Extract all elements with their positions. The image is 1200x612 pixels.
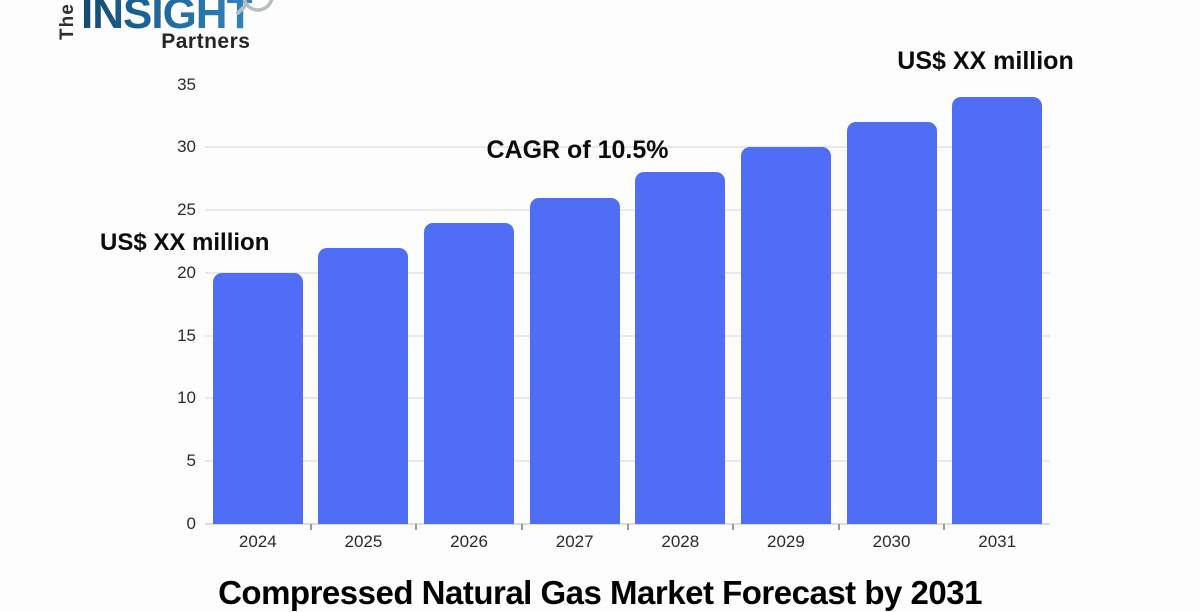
y-tick-label-5: 5 bbox=[186, 451, 196, 471]
logo-main: INSIGHT Partners bbox=[81, 0, 274, 54]
magnifier-icon bbox=[236, 0, 274, 15]
bar-2028 bbox=[635, 172, 726, 524]
y-tick-label-35: 35 bbox=[177, 74, 196, 94]
bar-2025 bbox=[318, 247, 409, 524]
y-tick-label-30: 30 bbox=[177, 137, 196, 157]
chart-title: Compressed Natural Gas Market Forecast b… bbox=[218, 574, 982, 611]
x-tick-label-2031: 2031 bbox=[978, 532, 1017, 551]
logo-word-partners: Partners bbox=[161, 30, 251, 53]
y-tick-label-25: 25 bbox=[177, 200, 196, 220]
x-tick-label-2030: 2030 bbox=[872, 532, 911, 551]
insight-partners-logo: The INSIGHT Partners bbox=[57, 0, 274, 54]
x-tick-label-2026: 2026 bbox=[450, 532, 488, 551]
y-tick-label-10: 10 bbox=[177, 388, 196, 408]
y-tick-label-0: 0 bbox=[186, 514, 196, 533]
bar-2024 bbox=[212, 272, 303, 524]
bar-2026 bbox=[424, 222, 515, 524]
bar-2029 bbox=[740, 147, 831, 524]
annotation-end-value: US$ XX million bbox=[897, 47, 1074, 75]
x-axis-tick bbox=[626, 524, 629, 530]
bar-2030 bbox=[846, 122, 937, 524]
x-tick-label-2027: 2027 bbox=[555, 532, 594, 551]
gridline-10 bbox=[205, 397, 1050, 400]
y-tick-label-20: 20 bbox=[177, 262, 196, 282]
bar-2027 bbox=[529, 197, 620, 524]
gridline-30 bbox=[205, 146, 1050, 149]
x-tick-label-2028: 2028 bbox=[661, 532, 700, 551]
x-axis-tick bbox=[415, 524, 418, 530]
gridline-15 bbox=[205, 334, 1050, 337]
logo-word-insight: INSIGHT bbox=[81, 0, 253, 36]
annotation-cagr: CAGR of 10.5% bbox=[486, 136, 669, 164]
gridline-25 bbox=[205, 209, 1050, 212]
annotation-start-value: US$ XX million bbox=[100, 229, 270, 256]
x-tick-label-2029: 2029 bbox=[767, 532, 805, 551]
plot-area bbox=[205, 0, 1050, 524]
x-tick-label-2024: 2024 bbox=[238, 532, 277, 551]
x-axis-tick bbox=[837, 524, 840, 530]
gridline-5 bbox=[205, 460, 1050, 463]
y-tick-label-15: 15 bbox=[177, 325, 196, 345]
gridline-20 bbox=[205, 271, 1050, 274]
x-axis-tick bbox=[943, 524, 946, 530]
x-tick-label-2025: 2025 bbox=[344, 532, 383, 551]
bar-2031 bbox=[952, 97, 1043, 524]
x-axis-tick bbox=[309, 524, 312, 530]
x-axis-tick bbox=[520, 524, 523, 530]
x-axis-tick bbox=[732, 524, 735, 530]
